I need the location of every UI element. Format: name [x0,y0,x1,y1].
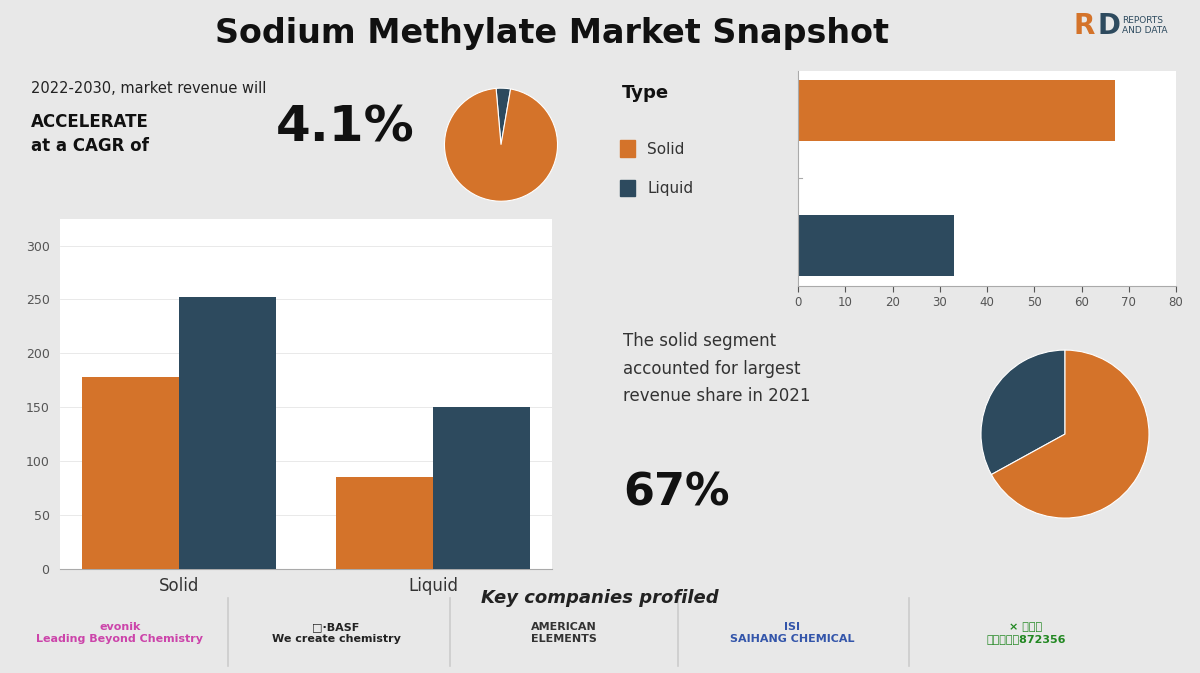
Legend: 2019, 2030: 2019, 2030 [444,221,498,256]
Text: REPORTS
AND DATA: REPORTS AND DATA [1122,16,1168,35]
Bar [798,215,954,276]
Text: Type: Type [623,85,670,102]
Bar [433,407,529,569]
Bar [798,81,1115,141]
Wedge shape [444,88,558,201]
Text: × 习尚喜
证券代码：872356: × 习尚喜 证券代码：872356 [986,623,1066,644]
Text: evonik
Leading Beyond Chemistry: evonik Leading Beyond Chemistry [36,623,204,644]
Wedge shape [496,88,510,145]
Text: D: D [1098,11,1121,40]
Bar [83,377,179,569]
Text: R: R [1074,11,1096,40]
Text: Sodium Methylate Market Snapshot: Sodium Methylate Market Snapshot [215,17,889,50]
Legend: Solid, Liquid: Solid, Liquid [619,140,694,197]
Text: ISI
SAIHANG CHEMICAL: ISI SAIHANG CHEMICAL [730,623,854,644]
Text: 2022-2030, market revenue will: 2022-2030, market revenue will [31,81,266,96]
Text: Key companies profiled: Key companies profiled [481,588,719,606]
Bar [336,477,433,569]
Text: 67%: 67% [623,472,730,515]
Text: □·BASF
We create chemistry: □·BASF We create chemistry [271,623,401,644]
Bar [179,297,276,569]
Text: 4.1%: 4.1% [276,104,415,152]
Text: AMERICAN
ELEMENTS: AMERICAN ELEMENTS [532,623,596,644]
Wedge shape [991,350,1150,518]
Wedge shape [982,350,1066,474]
Text: The solid segment
accounted for largest
revenue share in 2021: The solid segment accounted for largest … [623,332,810,405]
Text: ACCELERATE
at a CAGR of: ACCELERATE at a CAGR of [31,113,149,155]
